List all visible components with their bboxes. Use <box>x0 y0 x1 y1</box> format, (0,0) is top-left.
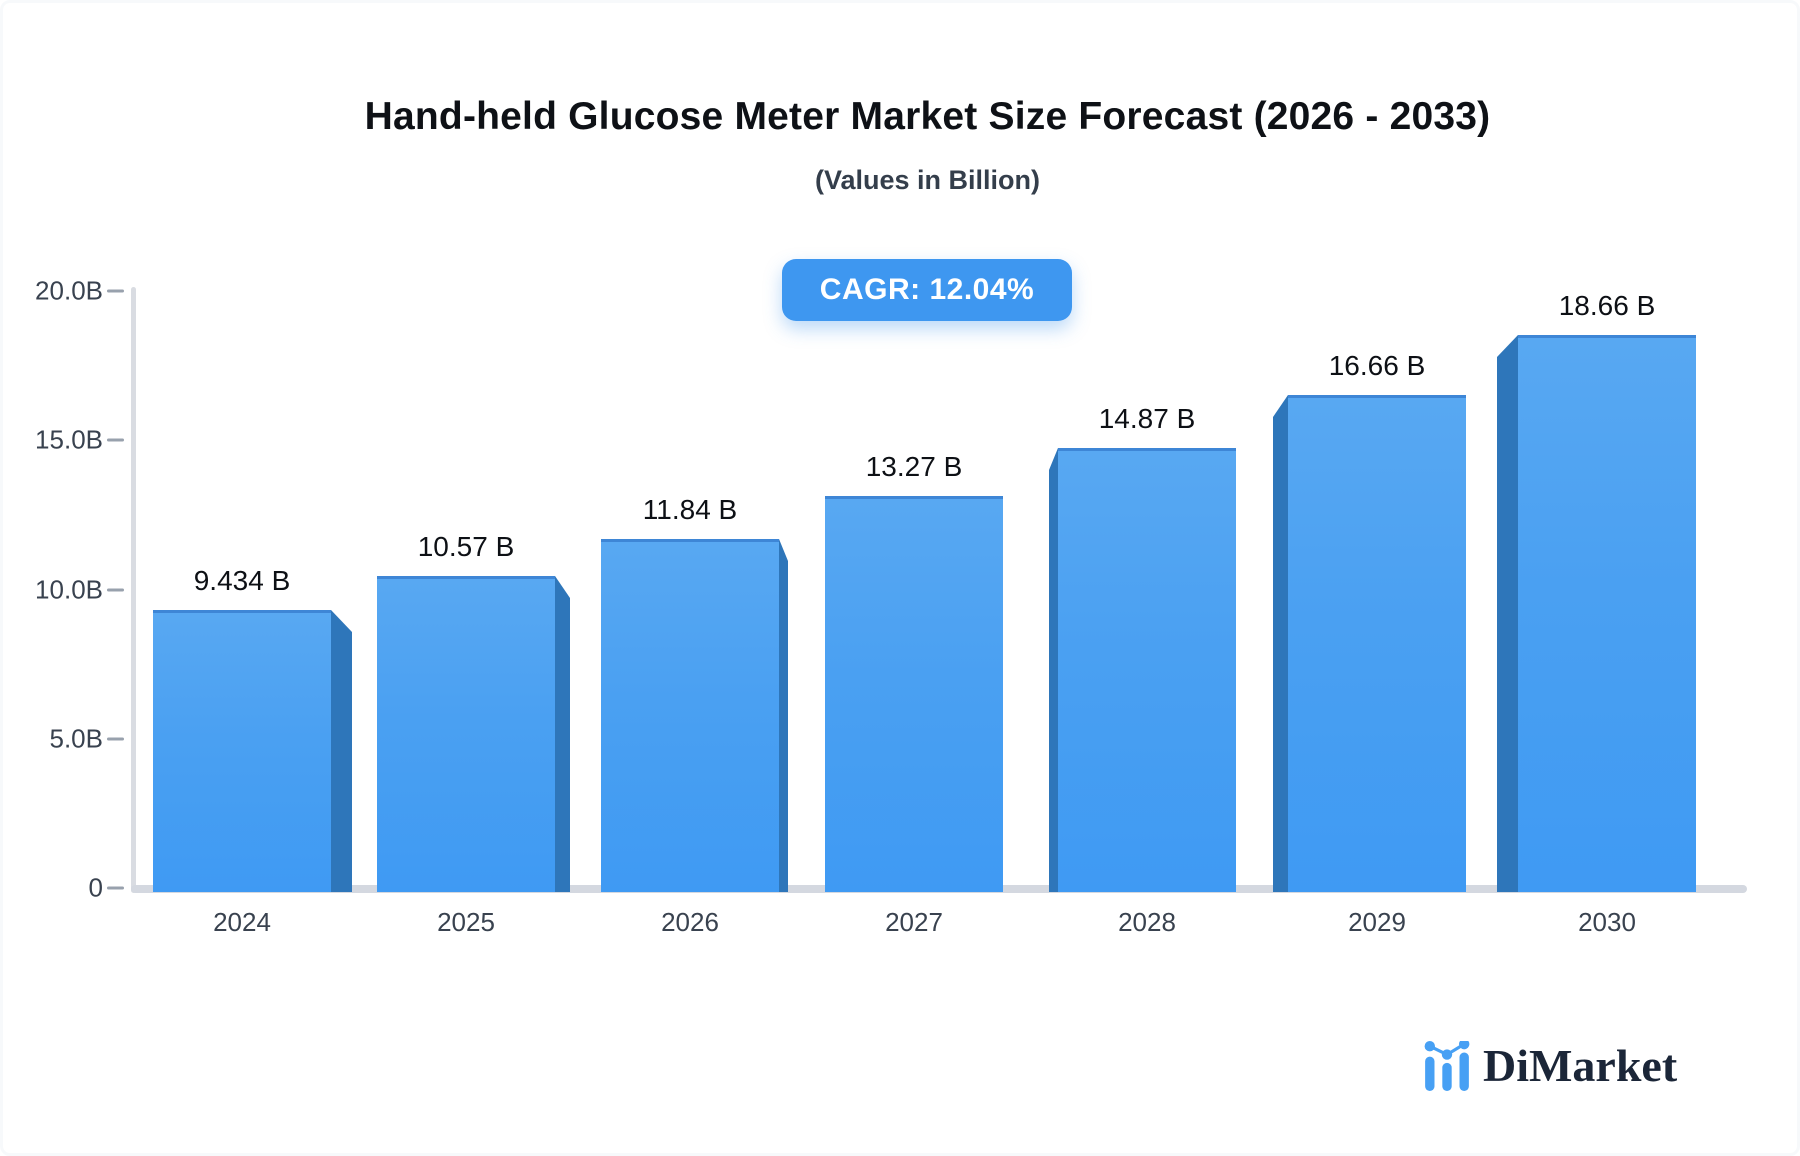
page-title: Hand-held Glucose Meter Market Size Fore… <box>364 95 1491 138</box>
x-tick-label: 2026 <box>661 907 719 937</box>
y-tick-label: 0 <box>88 872 103 903</box>
y-tick-mark <box>107 588 124 591</box>
y-tick-label: 10.0B <box>35 574 103 604</box>
page-subtitle: (Values in Billion) <box>814 165 1041 195</box>
cagr-badge: CAGR: 12.04% <box>782 259 1072 321</box>
bar-value-label: 11.84 B <box>642 494 738 525</box>
y-tick-mark <box>107 886 124 890</box>
bar-side-face <box>1497 335 1518 892</box>
x-tick-label: 2029 <box>1348 907 1406 937</box>
bar-side-face <box>1273 395 1288 892</box>
y-tick-mark <box>107 289 124 293</box>
bar-face <box>825 496 1003 892</box>
bar-side-face <box>779 539 788 892</box>
bar-2029 <box>1273 395 1466 892</box>
bar-face <box>377 576 555 892</box>
x-tick-label: 2030 <box>1578 907 1636 937</box>
y-tick-label: 15.0B <box>35 424 103 455</box>
bar-face <box>1518 335 1696 892</box>
brand-logo: DiMarket <box>1424 1041 1677 1091</box>
x-tick-label: 2027 <box>885 907 943 937</box>
bar-2030 <box>1497 335 1696 892</box>
bar-value-label: 13.27 B <box>865 451 963 482</box>
chart-header: Hand-held Glucose Meter Market Size Fore… <box>58 95 1797 196</box>
bar-side-face <box>331 610 352 892</box>
bar-value-label: 18.66 B <box>1558 290 1656 321</box>
bar-side-face <box>1049 448 1058 892</box>
y-tick-label: 20.0B <box>35 275 103 306</box>
bar-2027 <box>825 496 1003 892</box>
y-tick-mark <box>107 737 124 741</box>
x-tick-label: 2028 <box>1118 907 1176 937</box>
bar-value-label: 9.434 B <box>193 565 291 596</box>
y-tick-label: 5.0B <box>49 723 104 754</box>
logo-text: DiMarket <box>1483 1040 1678 1091</box>
bar-face <box>601 539 779 892</box>
x-tick-label: 2024 <box>213 907 271 937</box>
bar-2025 <box>377 576 570 892</box>
y-tick-mark <box>107 438 124 442</box>
bar-value-label: 14.87 B <box>1098 403 1196 434</box>
bar-face <box>153 610 331 892</box>
bar-face <box>1288 395 1466 892</box>
bar-face <box>1058 448 1236 892</box>
logo-chart-icon <box>1424 1041 1470 1091</box>
bar-2024 <box>153 610 352 892</box>
bar-2026 <box>601 539 788 892</box>
bar-value-label: 10.57 B <box>417 531 515 562</box>
bar-side-face <box>555 576 570 892</box>
x-tick-label: 2025 <box>437 907 495 937</box>
y-axis-line <box>131 287 136 893</box>
bar-2028 <box>1049 448 1236 892</box>
bar-value-label: 16.66 B <box>1328 350 1426 381</box>
